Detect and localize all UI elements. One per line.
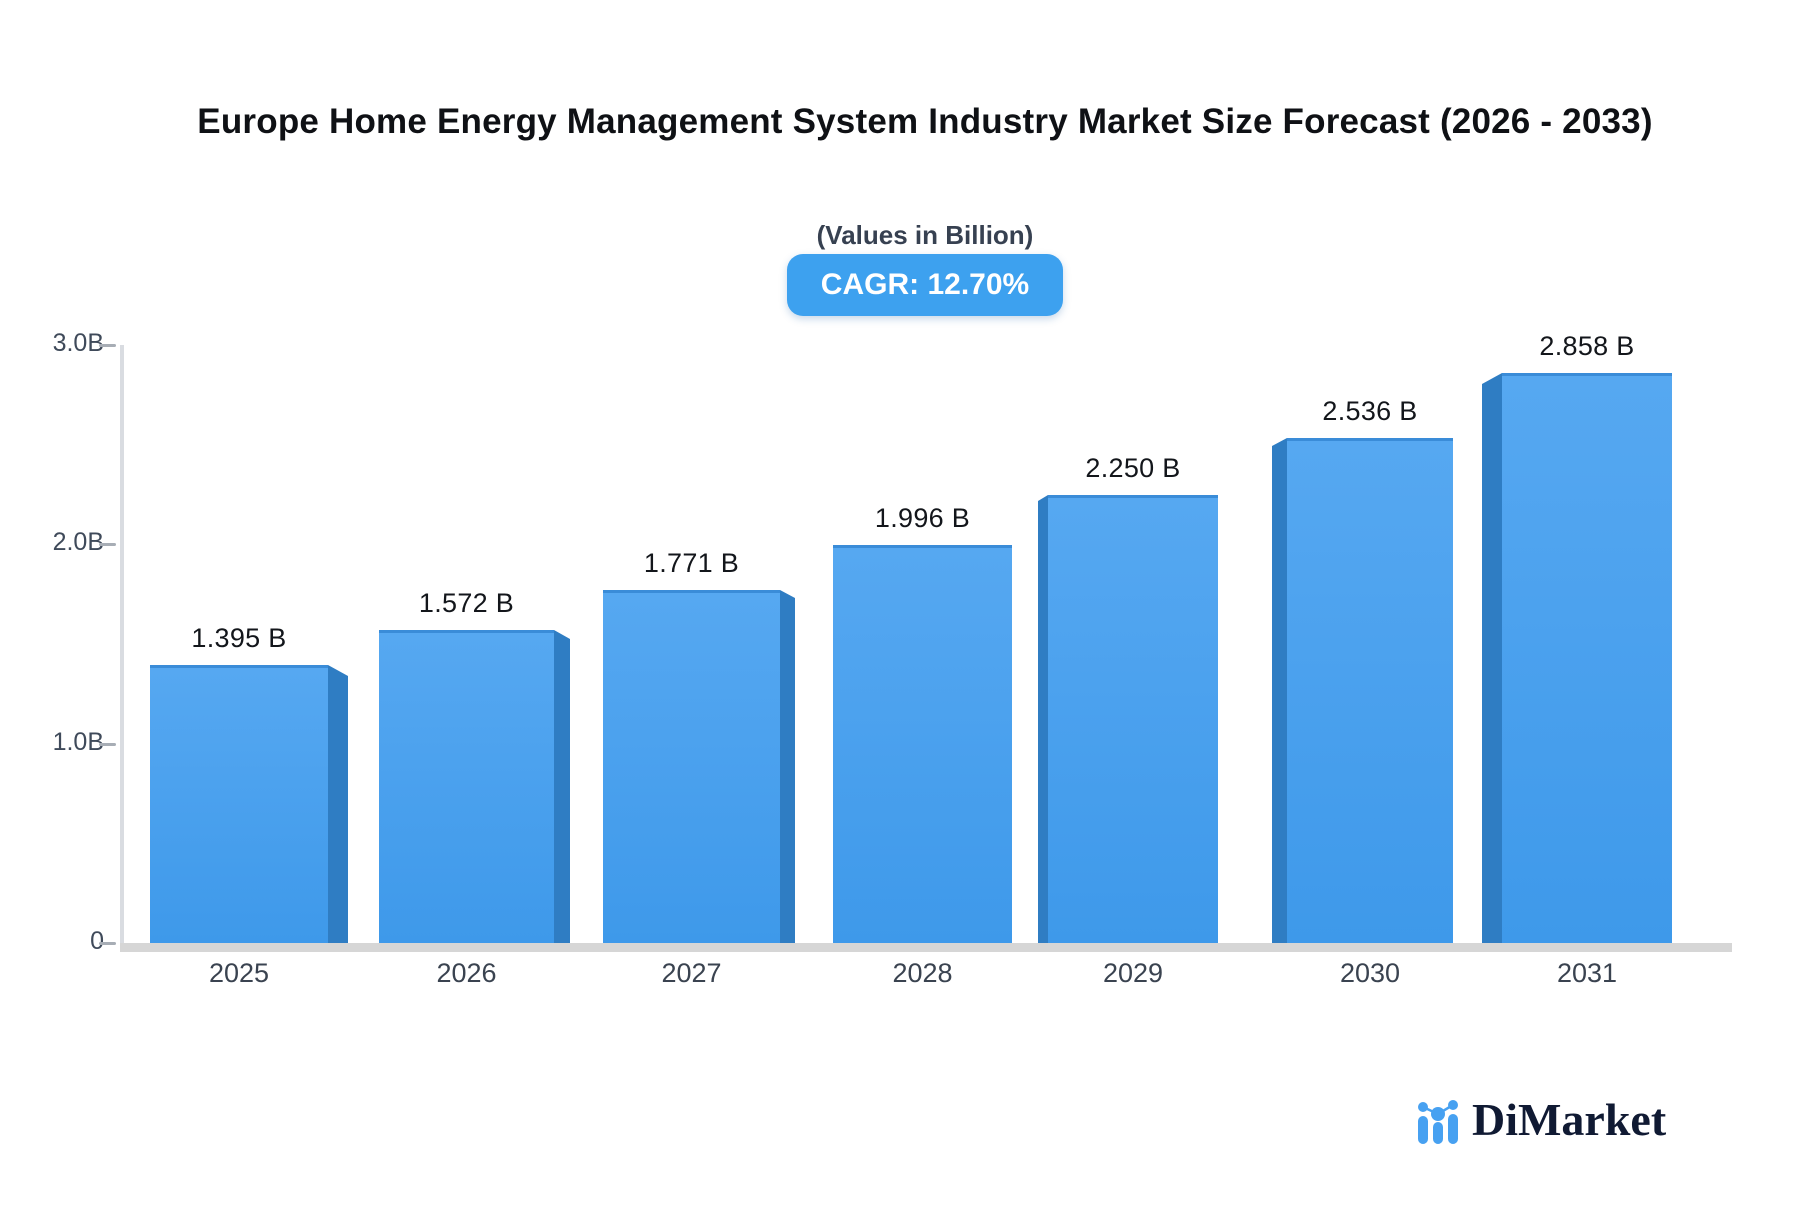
chart-subtitle: (Values in Billion) [816,220,1034,250]
bar-value-label: 2.250 B [1085,453,1181,483]
x-category-label: 2026 [436,958,497,988]
bar-value-label: 1.572 B [418,588,515,618]
bar-2031 [1502,373,1672,943]
bar-2026 [379,630,554,943]
bar-value-label: 1.771 B [643,548,740,578]
x-category-label: 2025 [208,958,270,988]
bar-2028 [833,545,1012,943]
y-tick-mark [99,742,116,746]
y-tick-mark [99,942,116,945]
bar-2025 [150,665,328,943]
y-axis-line [120,345,124,952]
y-tick-label: 0 [90,927,104,955]
x-axis-baseline [120,943,1732,952]
bar-3d-side [1482,373,1502,943]
cagr-badge-row: CAGR: 12.70% [120,254,1730,316]
bar-2027 [603,590,780,943]
bar-2029 [1048,495,1218,943]
bar-chart-logo-icon [1418,1100,1458,1144]
y-tick-mark [99,344,116,348]
x-category-label: 2029 [1102,958,1164,988]
bar-3d-side [554,630,570,943]
y-tick-label: 3.0B [52,329,104,358]
x-category-label: 2030 [1339,958,1401,988]
chart-title: Europe Home Energy Management System Ind… [197,102,1653,141]
bar-3d-side [1272,438,1287,943]
x-category-label: 2028 [892,958,953,988]
x-category-label: 2031 [1556,958,1618,988]
bar-2030 [1287,438,1453,943]
y-tick-label: 2.0B [52,528,104,557]
bar-value-label: 2.858 B [1539,331,1635,361]
brand-logo: DiMarket [1412,1090,1666,1146]
bar-value-label: 1.395 B [191,623,287,653]
bar-3d-side [1038,495,1048,943]
bar-3d-side [780,590,795,943]
brand-logo-text: DiMarket [1472,1094,1667,1146]
bar-3d-side [328,665,348,943]
bar-value-label: 2.536 B [1322,396,1418,426]
x-category-label: 2027 [661,958,722,988]
y-tick-mark [99,543,116,547]
bar-value-label: 1.996 B [874,503,971,533]
y-tick-label: 1.0B [52,727,104,756]
cagr-badge: CAGR: 12.70% [786,254,1064,316]
